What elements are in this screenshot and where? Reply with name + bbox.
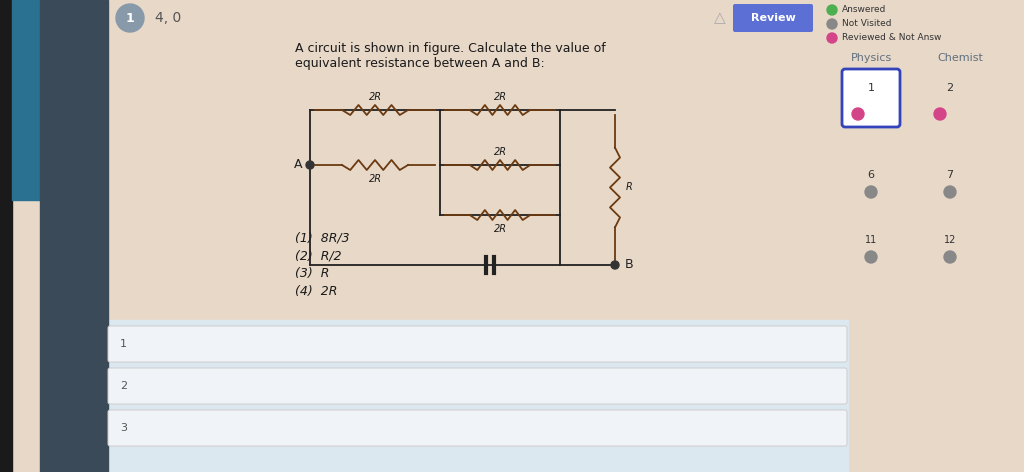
FancyBboxPatch shape <box>108 326 847 362</box>
Text: △: △ <box>714 10 726 25</box>
Bar <box>108 320 848 472</box>
Circle shape <box>944 186 956 198</box>
FancyBboxPatch shape <box>108 410 847 446</box>
FancyBboxPatch shape <box>733 4 813 32</box>
Text: Not Visited: Not Visited <box>842 19 892 28</box>
Text: 1: 1 <box>867 83 874 93</box>
Circle shape <box>852 108 864 120</box>
Text: 2R: 2R <box>494 147 507 157</box>
Circle shape <box>934 108 946 120</box>
Circle shape <box>865 186 877 198</box>
Text: 3: 3 <box>120 423 127 433</box>
Text: 2R: 2R <box>494 92 507 102</box>
Text: (4)  2R: (4) 2R <box>295 286 337 298</box>
Text: 12: 12 <box>944 235 956 245</box>
Text: 6: 6 <box>867 170 874 180</box>
Text: Review: Review <box>751 13 796 23</box>
Text: Physics: Physics <box>851 53 893 63</box>
Text: Reviewed & Not Answ: Reviewed & Not Answ <box>842 34 941 42</box>
Circle shape <box>865 251 877 263</box>
FancyBboxPatch shape <box>108 368 847 404</box>
Text: 2R: 2R <box>369 174 382 184</box>
Text: 2: 2 <box>120 381 127 391</box>
Circle shape <box>116 4 144 32</box>
Circle shape <box>827 33 837 43</box>
Text: A: A <box>294 159 302 171</box>
Text: 11: 11 <box>865 235 878 245</box>
FancyBboxPatch shape <box>842 69 900 127</box>
Text: 1: 1 <box>126 11 134 25</box>
Bar <box>40 0 108 472</box>
Circle shape <box>827 5 837 15</box>
Text: 4, 0: 4, 0 <box>155 11 181 25</box>
Text: 7: 7 <box>946 170 953 180</box>
Bar <box>0 0 12 472</box>
Bar <box>12 0 40 200</box>
Text: (2)  R/2: (2) R/2 <box>295 250 342 262</box>
Text: 2R: 2R <box>369 92 382 102</box>
Text: 1: 1 <box>120 339 127 349</box>
Circle shape <box>944 251 956 263</box>
Text: (1)  8R/3: (1) 8R/3 <box>295 231 349 244</box>
Text: (3)  R: (3) R <box>295 268 330 280</box>
Text: Answered: Answered <box>842 6 887 15</box>
Circle shape <box>611 261 618 269</box>
Text: Chemist: Chemist <box>937 53 983 63</box>
Circle shape <box>827 19 837 29</box>
Text: B: B <box>625 259 634 271</box>
Circle shape <box>306 161 314 169</box>
Text: A circuit is shown in figure. Calculate the value of
equivalent resistance betwe: A circuit is shown in figure. Calculate … <box>295 42 606 70</box>
Text: R: R <box>626 183 633 193</box>
Text: 2: 2 <box>946 83 953 93</box>
Text: 2R: 2R <box>494 224 507 234</box>
